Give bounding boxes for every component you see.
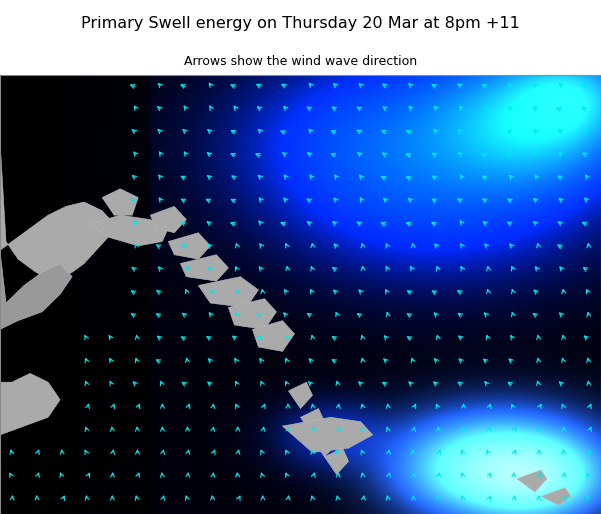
Polygon shape [198,277,258,307]
Polygon shape [168,233,210,259]
Polygon shape [313,431,337,457]
Polygon shape [288,382,313,409]
Polygon shape [0,250,72,329]
Polygon shape [252,321,294,352]
Polygon shape [150,207,186,233]
Text: Primary Swell energy on Thursday 20 Mar at 8pm +11: Primary Swell energy on Thursday 20 Mar … [81,16,520,31]
Polygon shape [300,409,325,435]
Polygon shape [325,448,349,474]
Polygon shape [282,417,373,452]
Polygon shape [228,299,276,329]
Polygon shape [0,140,114,281]
Polygon shape [102,189,138,215]
Text: Arrows show the wind wave direction: Arrows show the wind wave direction [184,54,417,68]
Polygon shape [90,215,168,246]
Polygon shape [0,373,60,435]
Polygon shape [180,255,228,281]
Polygon shape [517,470,547,492]
Polygon shape [541,488,571,505]
